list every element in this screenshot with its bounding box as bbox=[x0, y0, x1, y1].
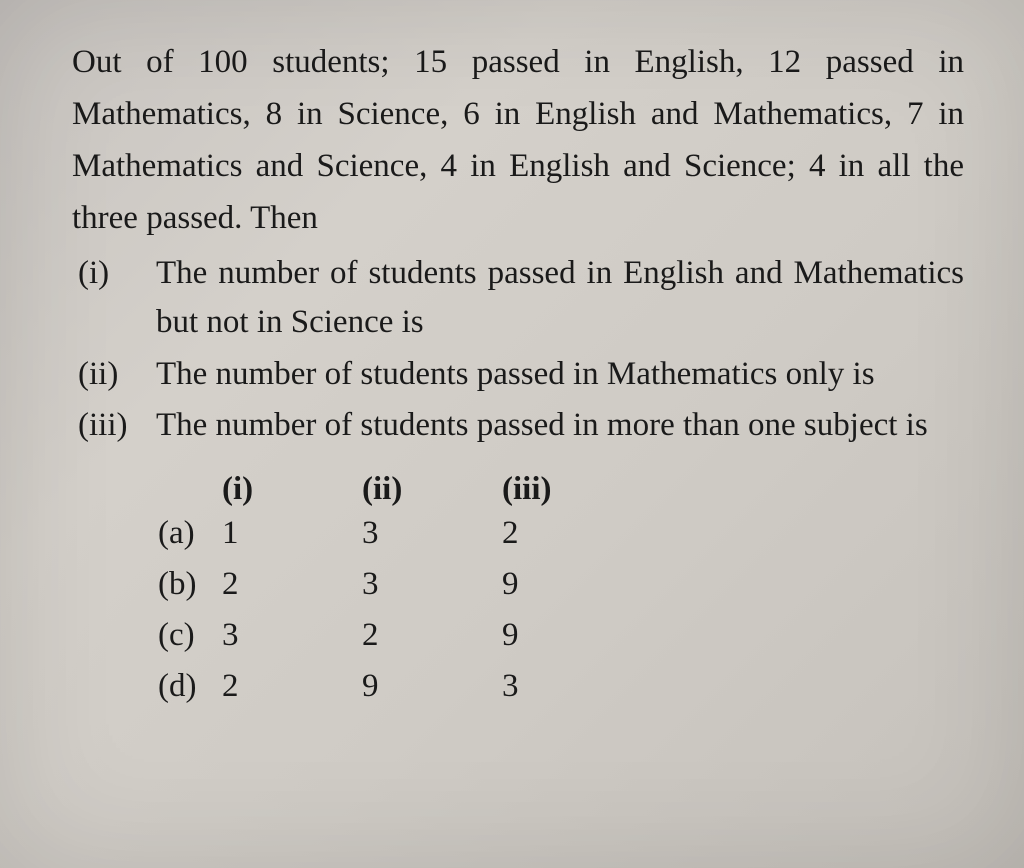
part-text: The number of students passed in English… bbox=[156, 249, 964, 348]
option-row-b: (b) 2 3 9 bbox=[158, 559, 964, 610]
col-header-iii: (iii) bbox=[502, 471, 642, 508]
option-row-d: (d) 2 9 3 bbox=[158, 661, 964, 712]
part-text: The number of students passed in more th… bbox=[156, 401, 964, 451]
col-header-ii: (ii) bbox=[362, 471, 502, 508]
option-value: 2 bbox=[502, 508, 642, 559]
option-value: 9 bbox=[502, 610, 642, 661]
option-row-c: (c) 3 2 9 bbox=[158, 610, 964, 661]
option-label: (b) bbox=[158, 559, 222, 610]
question-parts: (i) The number of students passed in Eng… bbox=[72, 249, 964, 451]
answer-options-table: (i) (ii) (iii) (a) 1 3 2 (b) 2 3 9 (c) 3… bbox=[158, 471, 964, 713]
option-label: (a) bbox=[158, 508, 222, 559]
option-label: (c) bbox=[158, 610, 222, 661]
option-label: (d) bbox=[158, 661, 222, 712]
option-value: 3 bbox=[362, 559, 502, 610]
question-stem: Out of 100 students; 15 passed in Englis… bbox=[72, 36, 964, 245]
option-row-a: (a) 1 3 2 bbox=[158, 508, 964, 559]
option-value: 2 bbox=[362, 610, 502, 661]
part-label: (iii) bbox=[72, 401, 156, 451]
header-spacer bbox=[158, 471, 222, 508]
part-ii: (ii) The number of students passed in Ma… bbox=[72, 350, 964, 400]
answer-header-row: (i) (ii) (iii) bbox=[158, 471, 964, 508]
part-label: (i) bbox=[72, 249, 156, 348]
option-value: 3 bbox=[362, 508, 502, 559]
part-iii: (iii) The number of students passed in m… bbox=[72, 401, 964, 451]
part-label: (ii) bbox=[72, 350, 156, 400]
option-value: 3 bbox=[502, 661, 642, 712]
part-i: (i) The number of students passed in Eng… bbox=[72, 249, 964, 348]
option-value: 3 bbox=[222, 610, 362, 661]
question-page: Out of 100 students; 15 passed in Englis… bbox=[0, 0, 1024, 732]
col-header-i: (i) bbox=[222, 471, 362, 508]
option-value: 2 bbox=[222, 661, 362, 712]
part-text: The number of students passed in Mathema… bbox=[156, 350, 964, 400]
option-value: 2 bbox=[222, 559, 362, 610]
option-value: 9 bbox=[362, 661, 502, 712]
option-value: 9 bbox=[502, 559, 642, 610]
option-value: 1 bbox=[222, 508, 362, 559]
